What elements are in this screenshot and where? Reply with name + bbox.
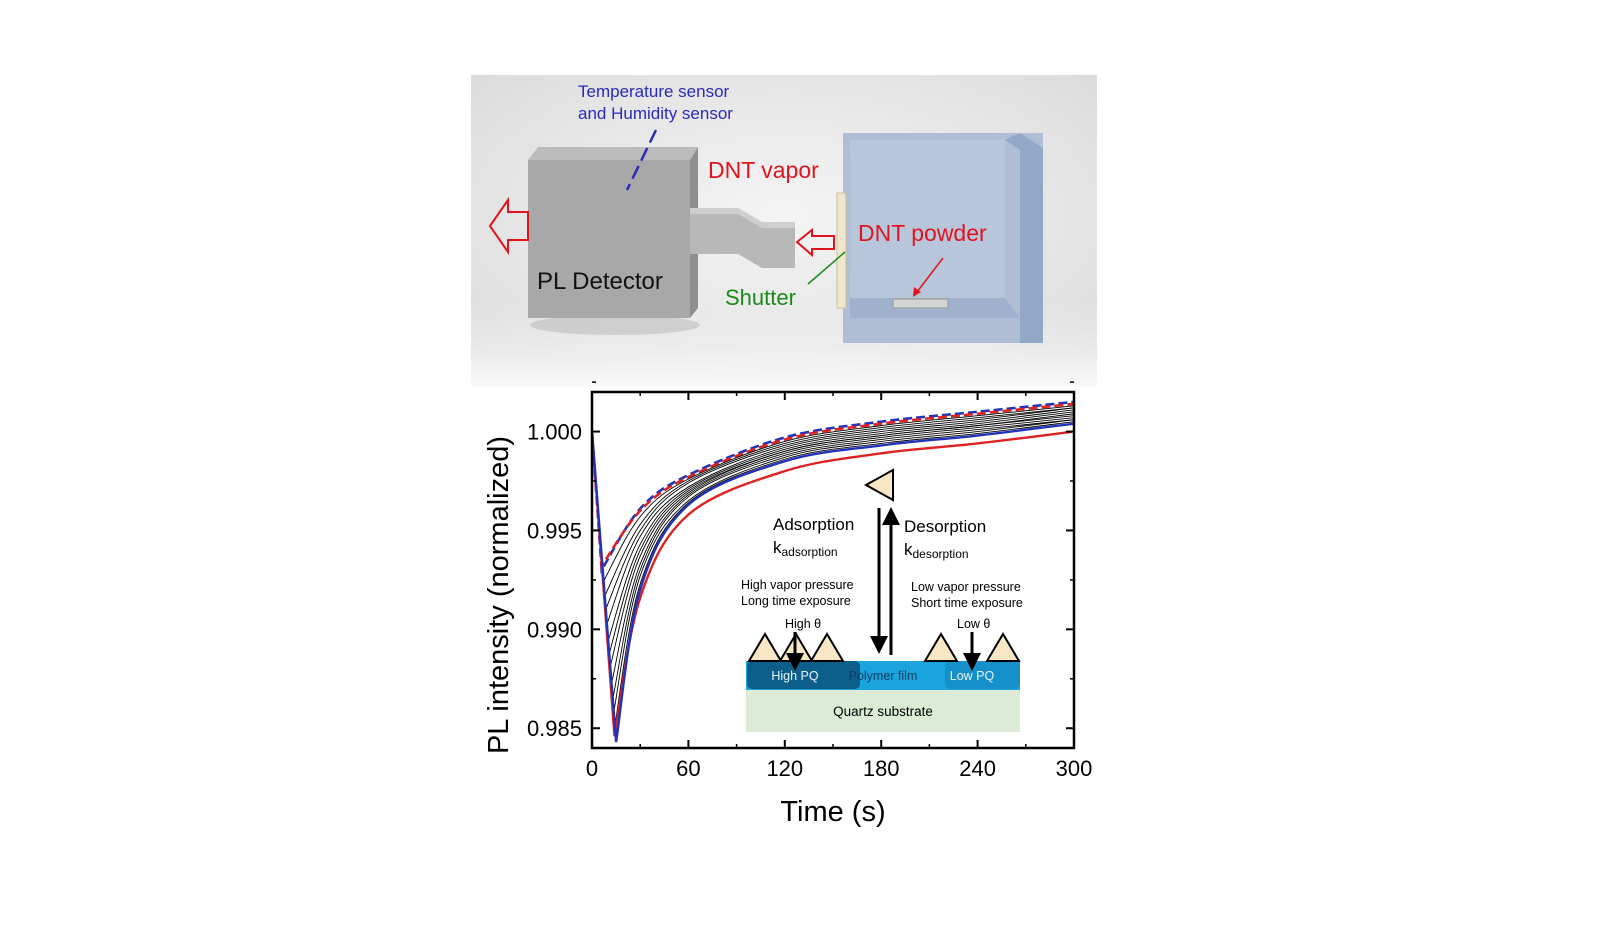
y-axis-label: PL intensity (normalized) [483, 436, 515, 754]
sensor-pointer [625, 129, 658, 191]
x-tick-label: 120 [766, 756, 803, 781]
shutter-pointer [807, 251, 846, 285]
series-line-11 [592, 419, 1074, 713]
chart: 0 60 120 180 240 300 0.985 0.990 0.995 1.000 Time… [483, 381, 1093, 828]
series-line-13 [592, 430, 1074, 737]
output-arrow-icon [488, 196, 529, 256]
low-pq-label: Low PQ [950, 669, 995, 683]
dnt-vapor-label: DNT vapor [708, 157, 819, 183]
pl-detector-label: PL Detector [537, 268, 663, 295]
desorbed-molecule-icon [863, 468, 894, 502]
shutter [836, 192, 847, 309]
dnt-powder-label: DNT powder [858, 220, 987, 246]
series-line-2 [592, 405, 1074, 584]
adsorption-label: Adsorption [773, 515, 854, 534]
x-tick-label: 0 [586, 756, 598, 781]
series-line-0 [592, 400, 1074, 575]
x-tick-label: 180 [863, 756, 900, 781]
molecule-icon [985, 632, 1021, 662]
x-tick-label: 60 [676, 756, 700, 781]
dnt-powder-tray [892, 298, 949, 309]
vapor-arrow-icon [795, 227, 835, 258]
low-condition-line1: Low vapor pressure [911, 580, 1021, 594]
series-line-14 [592, 422, 1074, 743]
high-condition-line1: High vapor pressure [741, 578, 854, 592]
k-adsorption-label: kadsorption [773, 538, 838, 559]
low-condition-line2: Short time exposure [911, 596, 1023, 610]
series-layer [592, 400, 1074, 743]
desorption-label: Desorption [904, 517, 986, 536]
polymer-film-label: Polymer film [849, 669, 918, 683]
y-tick-label: 0.990 [527, 617, 582, 642]
x-tick-label: 240 [959, 756, 996, 781]
series-line-9 [592, 417, 1074, 685]
high-pq-region [747, 661, 860, 689]
k-desorption-label: kdesorption [904, 540, 969, 561]
powder-pointer [916, 257, 944, 293]
shutter-label: Shutter [725, 285, 796, 310]
series-line-10 [592, 419, 1074, 699]
tick-layer: 0 60 120 180 240 300 0.985 0.990 0.995 1.000 [527, 381, 1093, 781]
molecule-icon [747, 632, 783, 662]
high-pq-label: High PQ [771, 669, 819, 683]
sensor-label-line2: and Humidity sensor [578, 104, 733, 123]
series-line-5 [592, 409, 1074, 626]
quartz-substrate [746, 690, 1020, 732]
x-tick-label: 300 [1056, 756, 1093, 781]
vapor-chamber [843, 133, 1043, 343]
setup-diagram: Temperature sensor and Humidity sensor D… [471, 75, 1097, 387]
inset-schematic: Adsorption kadsorption Desorption kdesor… [741, 468, 1023, 732]
high-theta-label: High θ [785, 617, 821, 631]
molecule-icon [809, 632, 845, 662]
series-line-3 [592, 407, 1074, 600]
y-tick-label: 0.995 [527, 518, 582, 543]
x-axis-label: Time (s) [780, 796, 885, 828]
series-line-6 [592, 411, 1074, 642]
y-tick-label: 0.985 [527, 716, 582, 741]
series-line-1 [592, 402, 1074, 570]
pl-detector-box [528, 147, 698, 318]
molecule-icon [923, 632, 959, 662]
y-tick-label: 1.000 [527, 420, 582, 445]
series-line-4 [592, 407, 1074, 612]
high-condition-line2: Long time exposure [741, 594, 851, 608]
sensor-label-line1: Temperature sensor [578, 82, 730, 101]
substrate-label: Quartz substrate [833, 704, 933, 719]
series-line-12 [592, 421, 1074, 729]
adsorbed-molecules [747, 632, 1021, 662]
series-line-8 [592, 415, 1074, 670]
low-theta-label: Low θ [957, 617, 990, 631]
